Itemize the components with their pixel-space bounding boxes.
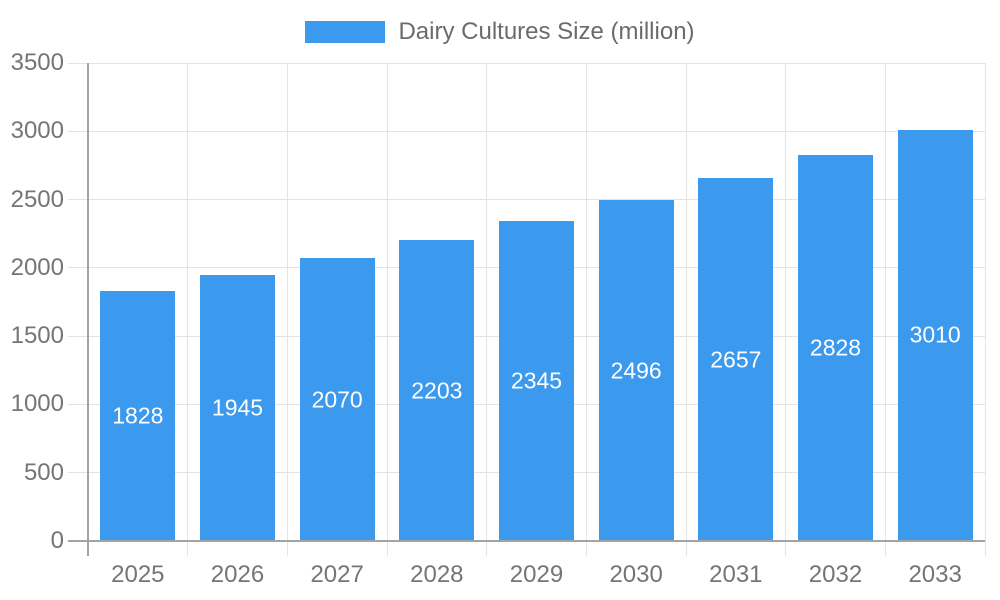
gridline-x: [884, 63, 886, 556]
gridline-x: [984, 63, 986, 556]
y-tick-label: 2500: [10, 185, 64, 213]
bar-2029[interactable]: 2345: [499, 220, 574, 541]
y-tick-label: 3500: [10, 49, 64, 76]
bar-value-label: 3010: [909, 321, 961, 348]
gridline-x: [187, 63, 189, 556]
bar-value-label: 2345: [510, 367, 563, 394]
gridline-y: [68, 62, 985, 64]
bar-value-label: 2203: [411, 377, 463, 404]
bar-2025[interactable]: 1828: [100, 291, 176, 541]
bar-2028[interactable]: 2203: [399, 240, 475, 541]
bar-value-label: 2496: [610, 357, 662, 384]
legend-swatch: [305, 21, 386, 43]
gridline-x: [585, 63, 587, 556]
gridline-y: [68, 199, 985, 201]
bar-value-label: 2828: [809, 334, 862, 361]
bar-2027[interactable]: 2070: [299, 258, 375, 541]
x-tick-label: 2032: [808, 561, 863, 588]
gridline-x: [486, 63, 488, 556]
x-tick-label: 2026: [210, 561, 265, 588]
y-tick-label: 500: [23, 458, 64, 486]
bar-2030[interactable]: 2496: [598, 200, 674, 541]
gridline-x: [685, 63, 687, 556]
gridline-x: [785, 63, 787, 556]
x-tick-label: 2027: [310, 561, 364, 588]
y-axis-line: [87, 63, 89, 556]
chart-legend[interactable]: Dairy Cultures Size (million): [0, 16, 1000, 48]
x-tick-label: 2029: [509, 561, 564, 588]
bar-2032[interactable]: 2828: [798, 154, 873, 541]
bar-value-label: 2070: [311, 386, 363, 413]
x-tick-label: 2033: [908, 561, 962, 588]
x-tick-label: 2030: [609, 561, 663, 588]
bar-2031[interactable]: 2657: [698, 178, 774, 541]
bar-2033[interactable]: 3010: [897, 129, 973, 541]
bar-value-label: 1945: [211, 394, 264, 421]
legend-label: Dairy Cultures Size (million): [398, 18, 695, 45]
y-tick-label: 1000: [10, 390, 64, 418]
x-tick-label: 2031: [709, 561, 763, 588]
bar-value-label: 1828: [112, 402, 164, 429]
gridline-x: [286, 63, 288, 556]
gridline-y: [68, 130, 985, 132]
y-tick-label: 0: [50, 527, 64, 554]
x-tick-label: 2028: [410, 561, 464, 588]
y-tick-label: 3000: [10, 117, 64, 145]
gridline-x: [386, 63, 388, 556]
bar-value-label: 2657: [710, 346, 762, 373]
y-tick-label: 2000: [10, 253, 64, 281]
x-tick-label: 2025: [111, 561, 165, 588]
x-axis-line: [68, 540, 985, 542]
bar-2026[interactable]: 1945: [200, 275, 275, 541]
y-tick-label: 1500: [10, 322, 64, 350]
